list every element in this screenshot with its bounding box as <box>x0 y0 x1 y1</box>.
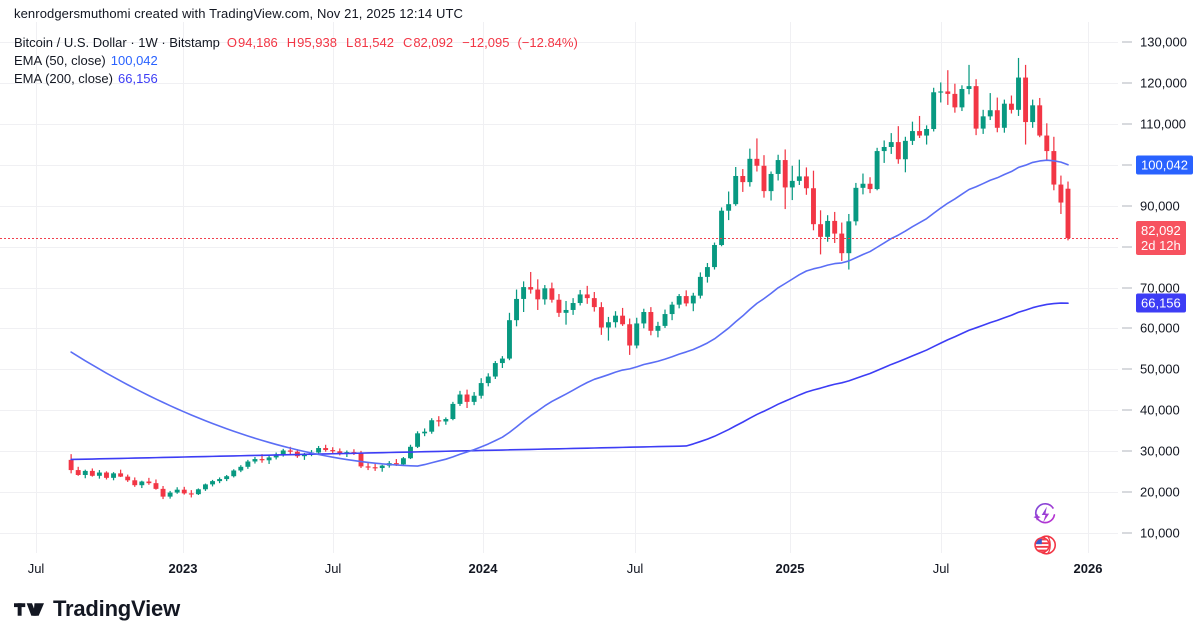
price-tick-label: 60,000 <box>1140 320 1180 336</box>
chart-plot-area[interactable] <box>0 22 1118 553</box>
time-tick-month: Jul <box>324 561 342 576</box>
ema200-price-badge[interactable]: 66,156 <box>1136 293 1186 313</box>
price-tick-label: 30,000 <box>1140 443 1180 459</box>
us-flag-globe-icon[interactable] <box>1030 530 1060 560</box>
price-tick-label: 10,000 <box>1140 525 1180 541</box>
chart-legend: Bitcoin / U.S. Dollar · 1W · Bitstamp O94… <box>14 34 579 87</box>
price-tick-label: 20,000 <box>1140 484 1180 500</box>
price-tick-label: 110,000 <box>1140 116 1187 132</box>
price-tick <box>1122 327 1132 329</box>
price-tick <box>1122 450 1132 452</box>
price-tick <box>1122 368 1132 370</box>
legend-symbol-row[interactable]: Bitcoin / U.S. Dollar · 1W · Bitstamp O94… <box>14 34 579 51</box>
price-tick-label: 70,000 <box>1140 280 1180 295</box>
lightning-sparkle-icon[interactable] <box>1030 500 1060 530</box>
attribution-text: kenrodgersmuthomi created with TradingVi… <box>14 6 463 21</box>
tradingview-wordmark: TradingView <box>53 596 180 621</box>
price-tick <box>1122 246 1132 248</box>
last-price-badge-value: 82,092 <box>1141 223 1181 239</box>
price-tick <box>1122 409 1132 411</box>
price-tick <box>1122 491 1132 493</box>
change-value: −12,095 <box>462 35 510 50</box>
price-tick <box>1122 123 1132 125</box>
ema50-price-badge-value: 100,042 <box>1141 157 1188 173</box>
ema200-price-badge-value: 66,156 <box>1141 295 1181 311</box>
price-tick <box>1122 532 1132 534</box>
ema50-label: EMA (50, close) <box>14 53 106 68</box>
ema200-value: 66,156 <box>118 71 158 86</box>
time-tick-year: 2026 <box>1073 561 1103 576</box>
price-tick <box>1122 41 1132 43</box>
ema50-price-badge[interactable]: 100,042 <box>1136 155 1193 175</box>
price-tick <box>1122 82 1132 84</box>
ema50-value: 100,042 <box>110 53 158 68</box>
time-tick-month: Jul <box>932 561 950 576</box>
symbol-title: Bitcoin / U.S. Dollar · 1W · Bitstamp <box>14 35 220 50</box>
low-value: 81,542 <box>354 35 394 50</box>
price-tick-label: 50,000 <box>1140 361 1180 377</box>
price-tick-label: 120,000 <box>1140 75 1187 91</box>
tradingview-logo[interactable]: TradingView <box>14 596 180 622</box>
price-tick <box>1122 205 1132 207</box>
time-tick-year: 2024 <box>468 561 498 576</box>
price-tick-label: 40,000 <box>1140 402 1180 418</box>
price-tick-label: 130,000 <box>1140 34 1187 50</box>
close-label: C <box>402 35 413 50</box>
corner-icon-group <box>1022 500 1068 562</box>
price-tick <box>1122 287 1132 288</box>
price-tick <box>1122 164 1132 166</box>
last-price-badge[interactable]: 82,092 2d 12h <box>1136 221 1186 256</box>
close-value: 82,092 <box>413 35 454 50</box>
high-label: H <box>286 35 297 50</box>
time-tick-month: Jul <box>27 561 45 576</box>
price-axis[interactable]: 130,000120,000110,000100,00090,00080,000… <box>1118 22 1200 553</box>
legend-ema50-row[interactable]: EMA (50, close) 100,042 <box>14 52 579 69</box>
price-tick-label: 90,000 <box>1140 198 1180 214</box>
candlestick-canvas <box>0 22 1118 553</box>
ema200-label: EMA (200, close) <box>14 71 113 86</box>
open-value: 94,186 <box>238 35 278 50</box>
time-tick-year: 2025 <box>775 561 805 576</box>
ohlc-values: O94,186 H95,938 L81,542 C82,092 −12,095 (−12.… <box>227 35 579 50</box>
time-axis[interactable]: Jul 2023 Jul 2024 Jul 2025 Jul 2026 <box>0 553 1200 584</box>
high-value: 95,938 <box>297 35 337 50</box>
open-label: O <box>226 35 238 50</box>
last-price-badge-countdown: 2d 12h <box>1141 238 1181 254</box>
change-percent: (−12.84%) <box>517 35 578 50</box>
time-tick-month: Jul <box>626 561 644 576</box>
time-tick-year: 2023 <box>168 561 198 576</box>
tradingview-mark-icon <box>14 602 44 616</box>
low-label: L <box>345 35 354 50</box>
legend-ema200-row[interactable]: EMA (200, close) 66,156 <box>14 70 579 87</box>
